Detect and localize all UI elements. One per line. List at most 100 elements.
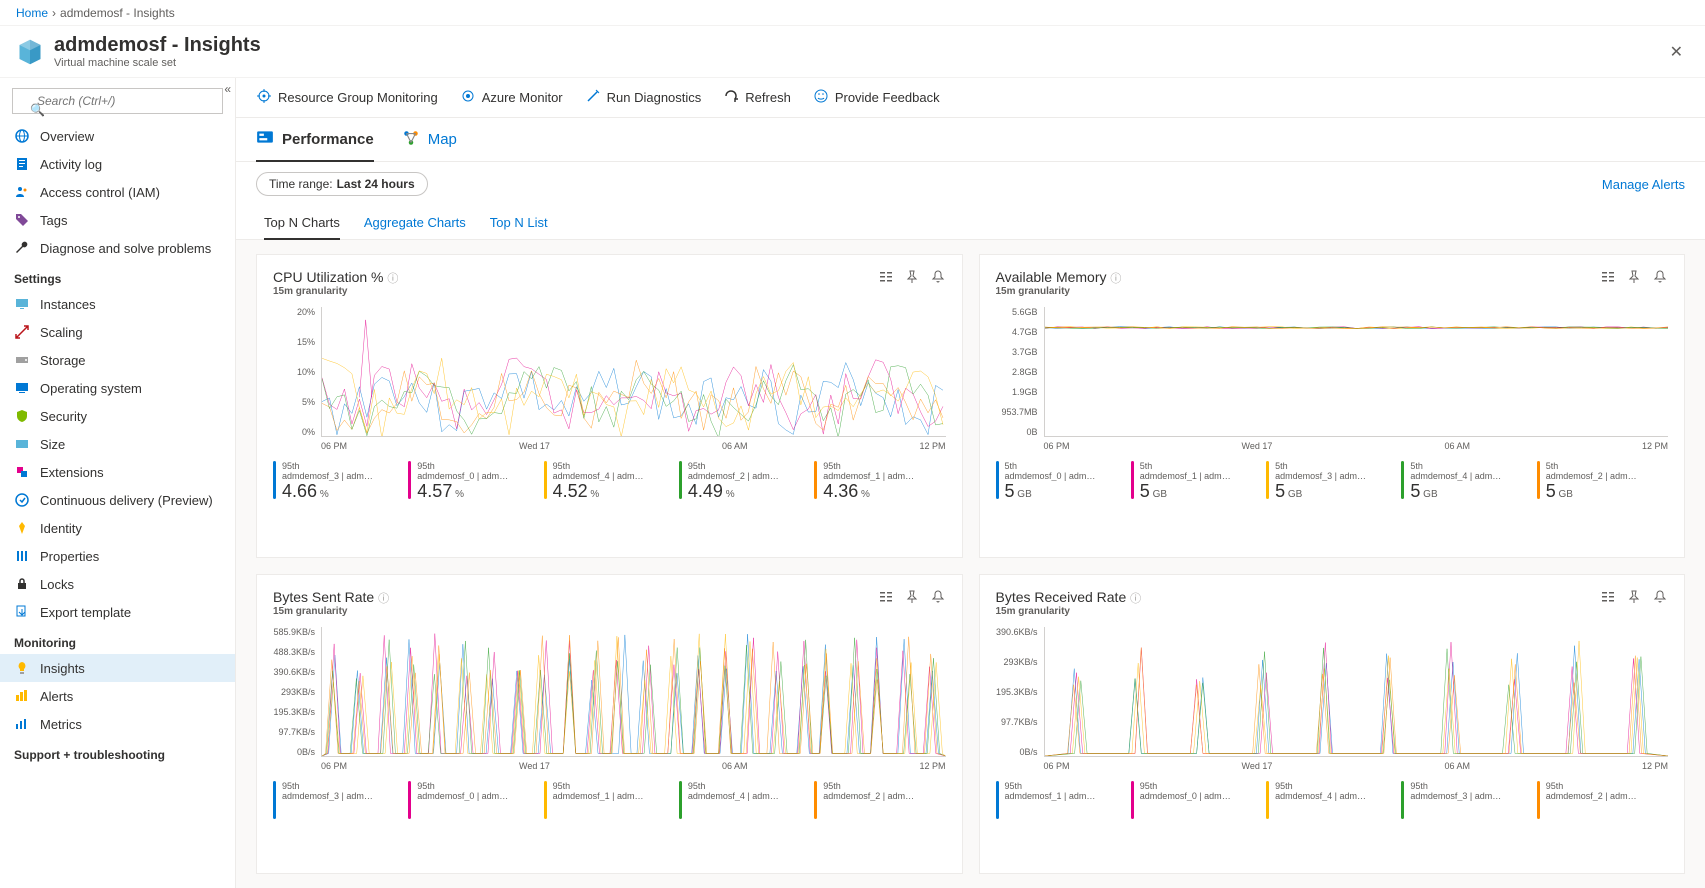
chart-legend: 95th admdemosf_3 | admdemosf 4.66 % 95th… xyxy=(273,461,946,502)
legend-entry[interactable]: 95th admdemosf_1 | admdemosf xyxy=(996,781,1127,819)
sidebar-item-diagnose-and-solve-problems[interactable]: Diagnose and solve problems xyxy=(0,234,235,262)
chart-plot[interactable] xyxy=(321,307,946,437)
legend-entry[interactable]: 95th admdemosf_3 | admdemosf 4.66 % xyxy=(273,461,404,502)
tab-map[interactable]: Map xyxy=(402,119,457,161)
chart-plot[interactable] xyxy=(1044,307,1669,437)
legend-entry[interactable]: 95th admdemosf_4 | admdemosf 4.52 % xyxy=(544,461,675,502)
legend-value: 5 GB xyxy=(1005,481,1097,502)
legend-percentile: 5th xyxy=(1140,461,1232,471)
alert-icon xyxy=(14,688,30,704)
legend-entry[interactable]: 95th admdemosf_4 | admdemosf xyxy=(1266,781,1397,819)
pin-icon[interactable] xyxy=(1626,269,1642,288)
legend-entry[interactable]: 95th admdemosf_0 | admdemosf xyxy=(408,781,539,819)
sidebar-item-storage[interactable]: Storage xyxy=(0,346,235,374)
legend-entry[interactable]: 95th admdemosf_0 | admdemosf xyxy=(1131,781,1262,819)
legend-color-bar xyxy=(1537,781,1540,819)
breadcrumb-home[interactable]: Home xyxy=(16,6,48,20)
sidebar-item-scaling[interactable]: Scaling xyxy=(0,318,235,346)
legend-entry[interactable]: 95th admdemosf_4 | admdemosf xyxy=(679,781,810,819)
manage-alerts-link[interactable]: Manage Alerts xyxy=(1602,177,1685,192)
subtab-topn-charts[interactable]: Top N Charts xyxy=(264,207,340,240)
toolbar-run-diagnostics[interactable]: Run Diagnostics xyxy=(585,88,702,107)
legend-percentile: 95th xyxy=(1275,781,1367,791)
legend-name: admdemosf_1 | admdemosf xyxy=(823,471,915,481)
info-icon[interactable]: ⓘ xyxy=(378,593,389,605)
legend-entry[interactable]: 95th admdemosf_1 | admdemosf xyxy=(544,781,675,819)
sidebar-item-properties[interactable]: Properties xyxy=(0,542,235,570)
legend-unit: GB xyxy=(1556,489,1573,500)
sidebar-item-locks[interactable]: Locks xyxy=(0,570,235,598)
sidebar-item-insights[interactable]: Insights xyxy=(0,654,235,682)
bell-icon[interactable] xyxy=(1652,589,1668,608)
sidebar-item-size[interactable]: Size xyxy=(0,430,235,458)
legend-entry[interactable]: 95th admdemosf_2 | admdemosf 4.49 % xyxy=(679,461,810,502)
subtab-aggregate-charts[interactable]: Aggregate Charts xyxy=(364,207,466,238)
toolbar-azure-monitor[interactable]: Azure Monitor xyxy=(460,88,563,107)
subtab-topn-list[interactable]: Top N List xyxy=(490,207,548,238)
sidebar-item-metrics[interactable]: Metrics xyxy=(0,710,235,738)
view-list-icon[interactable] xyxy=(878,589,894,608)
legend-entry[interactable]: 5th admdemosf_0 | admdemosf 5 GB xyxy=(996,461,1127,502)
legend-percentile: 95th xyxy=(553,461,645,471)
tab-performance[interactable]: Performance xyxy=(256,118,374,162)
view-list-icon[interactable] xyxy=(878,269,894,288)
sidebar-item-access-control-iam-[interactable]: Access control (IAM) xyxy=(0,178,235,206)
legend-color-bar xyxy=(1131,781,1134,819)
bell-icon[interactable] xyxy=(1652,269,1668,288)
sidebar-item-alerts[interactable]: Alerts xyxy=(0,682,235,710)
view-list-icon[interactable] xyxy=(1600,589,1616,608)
legend-entry[interactable]: 95th admdemosf_3 | admdemosf xyxy=(1401,781,1532,819)
view-list-icon[interactable] xyxy=(1600,269,1616,288)
legend-entry[interactable]: 5th admdemosf_2 | admdemosf 5 GB xyxy=(1537,461,1668,502)
bell-icon[interactable] xyxy=(930,269,946,288)
info-icon[interactable]: ⓘ xyxy=(1110,273,1121,285)
legend-color-bar xyxy=(408,461,411,499)
collapse-sidebar-icon[interactable]: « xyxy=(224,82,231,96)
info-icon[interactable]: ⓘ xyxy=(387,273,398,285)
chart-plot[interactable] xyxy=(1044,627,1669,757)
legend-percentile: 95th xyxy=(417,461,509,471)
sub-tabs: Top N Charts Aggregate Charts Top N List xyxy=(236,206,1705,240)
sidebar-item-export-template[interactable]: Export template xyxy=(0,598,235,626)
legend-name: admdemosf_3 | admdemosf xyxy=(282,471,374,481)
legend-entry[interactable]: 95th admdemosf_1 | admdemosf 4.36 % xyxy=(814,461,945,502)
info-icon[interactable]: ⓘ xyxy=(1130,593,1141,605)
sidebar-item-overview[interactable]: Overview xyxy=(0,122,235,150)
ytick-label: 15% xyxy=(297,337,315,347)
toolbar-resource-group-monitoring[interactable]: Resource Group Monitoring xyxy=(256,88,438,107)
chart-plot[interactable] xyxy=(321,627,946,757)
legend-entry[interactable]: 5th admdemosf_1 | admdemosf 5 GB xyxy=(1131,461,1262,502)
sidebar-item-security[interactable]: Security xyxy=(0,402,235,430)
legend-percentile: 95th xyxy=(1005,781,1097,791)
legend-entry[interactable]: 95th admdemosf_3 | admdemosf xyxy=(273,781,404,819)
pin-icon[interactable] xyxy=(1626,589,1642,608)
legend-entry[interactable]: 95th admdemosf_0 | admdemosf 4.57 % xyxy=(408,461,539,502)
search-input[interactable] xyxy=(12,88,223,114)
sidebar-item-operating-system[interactable]: Operating system xyxy=(0,374,235,402)
pin-icon[interactable] xyxy=(904,269,920,288)
bell-icon[interactable] xyxy=(930,589,946,608)
legend-entry[interactable]: 5th admdemosf_4 | admdemosf 5 GB xyxy=(1401,461,1532,502)
sidebar-item-instances[interactable]: Instances xyxy=(0,290,235,318)
sidebar-item-tags[interactable]: Tags xyxy=(0,206,235,234)
sidebar-item-identity[interactable]: Identity xyxy=(0,514,235,542)
time-range-selector[interactable]: Time range: Last 24 hours xyxy=(256,172,428,196)
sidebar-item-continuous-delivery-preview-[interactable]: Continuous delivery (Preview) xyxy=(0,486,235,514)
legend-entry[interactable]: 5th admdemosf_3 | admdemosf 5 GB xyxy=(1266,461,1397,502)
legend-entry[interactable]: 95th admdemosf_2 | admdemosf xyxy=(814,781,945,819)
ytick-label: 2.8GB xyxy=(1012,367,1038,377)
ytick-label: 97.7KB/s xyxy=(278,727,315,737)
xtick-label: 12 PM xyxy=(919,441,945,451)
ytick-label: 0% xyxy=(302,427,315,437)
sidebar-item-extensions[interactable]: Extensions xyxy=(0,458,235,486)
close-icon[interactable]: ✕ xyxy=(1664,36,1689,68)
toolbar-refresh[interactable]: Refresh xyxy=(723,88,791,107)
chart-card-recv: Bytes Received Rate ⓘ 15m granularity 39… xyxy=(979,574,1686,875)
scale-icon xyxy=(14,324,30,340)
pin-icon[interactable] xyxy=(904,589,920,608)
sidebar-item-activity-log[interactable]: Activity log xyxy=(0,150,235,178)
smile-icon xyxy=(813,88,829,107)
toolbar-provide-feedback[interactable]: Provide Feedback xyxy=(813,88,940,107)
legend-entry[interactable]: 95th admdemosf_2 | admdemosf xyxy=(1537,781,1668,819)
chart-title: Available Memory ⓘ xyxy=(996,269,1122,286)
